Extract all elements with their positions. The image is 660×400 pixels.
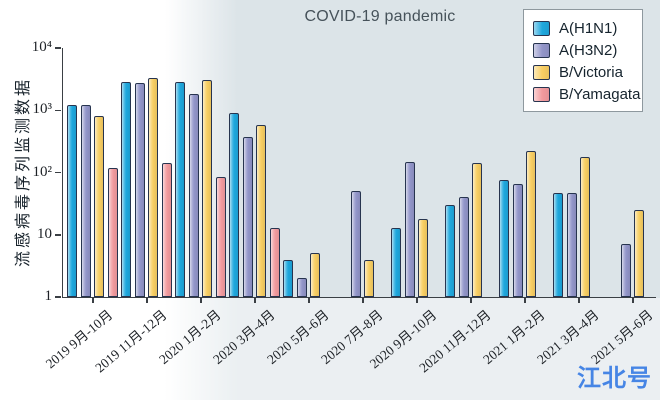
bar-byamagata xyxy=(161,163,172,297)
legend-label: B/Yamagata xyxy=(559,85,641,103)
x-axis-tick xyxy=(308,297,310,303)
legend-items: A(H1N1) A(H3N2) B/Victoria B/Yamagata xyxy=(533,17,640,105)
bar-ah1n1 xyxy=(175,82,185,297)
x-axis-tick xyxy=(92,297,94,303)
bar-byamagata xyxy=(215,176,226,297)
legend-swatch xyxy=(533,42,550,58)
bar-ah3n2 xyxy=(458,197,469,297)
bar-ah1n1 xyxy=(445,205,455,297)
bar-ah1n1 xyxy=(121,82,131,297)
bar-bvictoria xyxy=(148,77,158,297)
legend-swatch xyxy=(533,64,550,80)
bar-bvictoria xyxy=(580,156,590,297)
bar-ah3n2 xyxy=(512,184,523,297)
legend-swatch xyxy=(533,20,550,36)
x-axis-tick xyxy=(578,297,580,303)
bar-byamagata xyxy=(269,227,280,297)
bar-ah1n1 xyxy=(67,105,77,297)
x-axis-tick xyxy=(524,297,526,303)
bar-ah1n1 xyxy=(283,259,293,297)
y-axis-tick-label: 10 xyxy=(37,225,52,242)
bar-ah3n2 xyxy=(566,193,577,297)
bar-bvictoria xyxy=(526,151,536,297)
x-axis-tick xyxy=(416,297,418,303)
y-axis-tick xyxy=(55,296,61,298)
y-axis-tick-label: 10³ xyxy=(32,101,53,118)
bar-bvictoria xyxy=(310,253,320,297)
y-axis-tick-label: 10⁴ xyxy=(31,39,52,55)
x-axis-tick xyxy=(470,297,472,303)
bar-ah1n1 xyxy=(499,180,509,297)
legend-item: A(H3N2) xyxy=(533,39,633,61)
legend-swatch xyxy=(533,86,550,102)
legend-item: B/Yamagata xyxy=(533,83,640,105)
x-axis-tick xyxy=(200,297,202,303)
y-axis-tick xyxy=(55,109,61,111)
legend-label: A(H3N2) xyxy=(559,41,618,59)
legend: A(H1N1) A(H3N2) B/Victoria B/Yamagata xyxy=(523,9,643,112)
bar-ah1n1 xyxy=(391,227,401,297)
bar-bvictoria xyxy=(364,259,374,297)
y-axis-tick xyxy=(55,234,61,236)
bar-bvictoria xyxy=(634,209,644,297)
bar-ah3n2 xyxy=(188,94,199,297)
bar-ah3n2 xyxy=(80,105,91,297)
bar-ah1n1 xyxy=(229,113,239,297)
bar-ah1n1 xyxy=(553,193,563,297)
bar-ah3n2 xyxy=(620,244,631,297)
y-axis-tick-label: 10² xyxy=(32,163,53,180)
bar-bvictoria xyxy=(94,116,104,297)
bar-byamagata xyxy=(107,167,118,297)
x-axis-tick xyxy=(146,297,148,303)
legend-label: A(H1N1) xyxy=(559,19,618,37)
x-axis-tick xyxy=(254,297,256,303)
chart-title: COVID-19 pandemic xyxy=(304,8,456,25)
y-axis-tick xyxy=(55,47,61,49)
bar-ah3n2 xyxy=(350,191,361,297)
watermark: 江北号 xyxy=(577,365,652,392)
legend-item: A(H1N1) xyxy=(533,17,633,39)
y-axis-tick-label: 1 xyxy=(44,288,53,304)
bar-bvictoria xyxy=(472,163,482,297)
bar-bvictoria xyxy=(256,124,266,297)
bar-ah3n2 xyxy=(296,278,307,297)
bar-bvictoria xyxy=(202,79,212,297)
x-axis-tick xyxy=(632,297,634,303)
bar-ah3n2 xyxy=(404,161,415,297)
bar-ah3n2 xyxy=(242,137,253,297)
bar-ah3n2 xyxy=(134,83,145,297)
legend-item: B/Victoria xyxy=(533,61,633,83)
bar-bvictoria xyxy=(418,218,428,297)
legend-label: B/Victoria xyxy=(559,63,623,81)
x-axis-tick xyxy=(362,297,364,303)
y-axis-tick xyxy=(55,171,61,174)
